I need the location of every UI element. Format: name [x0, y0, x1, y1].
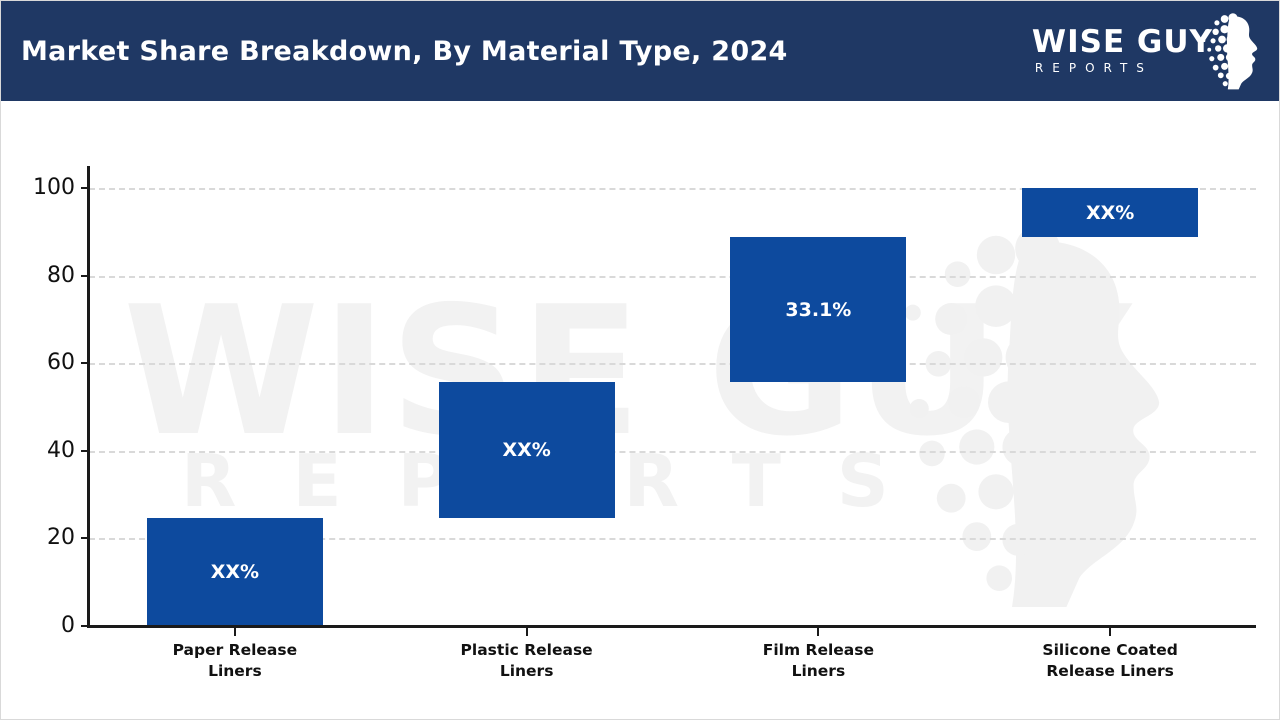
bar-segment: XX%: [1022, 188, 1199, 238]
gridline: [89, 363, 1256, 366]
gridline: [89, 275, 1256, 278]
y-tick-label: 80: [47, 262, 75, 288]
bar-segment: 33.1%: [730, 237, 907, 383]
y-tick-mark: [81, 625, 89, 627]
y-tick-mark: [81, 274, 89, 277]
logo-wordmark: WISE GUY: [1031, 24, 1213, 60]
x-tick-mark: [525, 628, 528, 636]
wiseguy-logo: WISE GUY REPORTS: [1032, 11, 1263, 91]
x-tick-mark: [817, 628, 820, 636]
bar-segment: XX%: [438, 382, 615, 519]
x-axis-line: [87, 625, 1256, 628]
x-axis-category-label: Paper Release Liners: [172, 641, 298, 680]
x-axis-category-label: Plastic Release Liners: [460, 641, 593, 680]
y-axis-line: [87, 166, 90, 628]
y-tick-mark: [81, 449, 89, 452]
x-tick-mark: [1109, 628, 1112, 636]
header-bar: Market Share Breakdown, By Material Type…: [1, 1, 1279, 101]
watermark-face-icon: [887, 226, 1160, 607]
y-tick-label: 60: [47, 350, 75, 376]
logo-subtext: REPORTS: [1034, 61, 1153, 75]
y-tick-label: 0: [61, 613, 75, 638]
bar-segment: XX%: [146, 518, 323, 626]
gridline: [89, 188, 1256, 190]
gridline: [89, 538, 1256, 541]
y-tick-label: 100: [33, 175, 75, 200]
gridline: [89, 450, 1256, 453]
bar-value-label: 33.1%: [785, 298, 852, 321]
y-tick-mark: [81, 187, 89, 189]
x-tick-mark: [233, 628, 236, 636]
x-axis-category-label: Film Release Liners: [762, 641, 874, 680]
y-tick-mark: [81, 362, 89, 365]
bar-value-label: XX%: [210, 561, 260, 584]
bar-value-label: XX%: [1085, 201, 1135, 224]
chart-title: Market Share Breakdown, By Material Type…: [21, 35, 788, 67]
bar-value-label: XX%: [502, 439, 551, 462]
y-tick-label: 20: [47, 525, 75, 551]
logo-text: WISE GUY REPORTS: [1031, 24, 1213, 76]
y-tick-mark: [81, 537, 89, 540]
x-axis-category-label: Silicone Coated Release Liners: [1042, 641, 1178, 680]
y-tick-label: 40: [47, 437, 75, 463]
